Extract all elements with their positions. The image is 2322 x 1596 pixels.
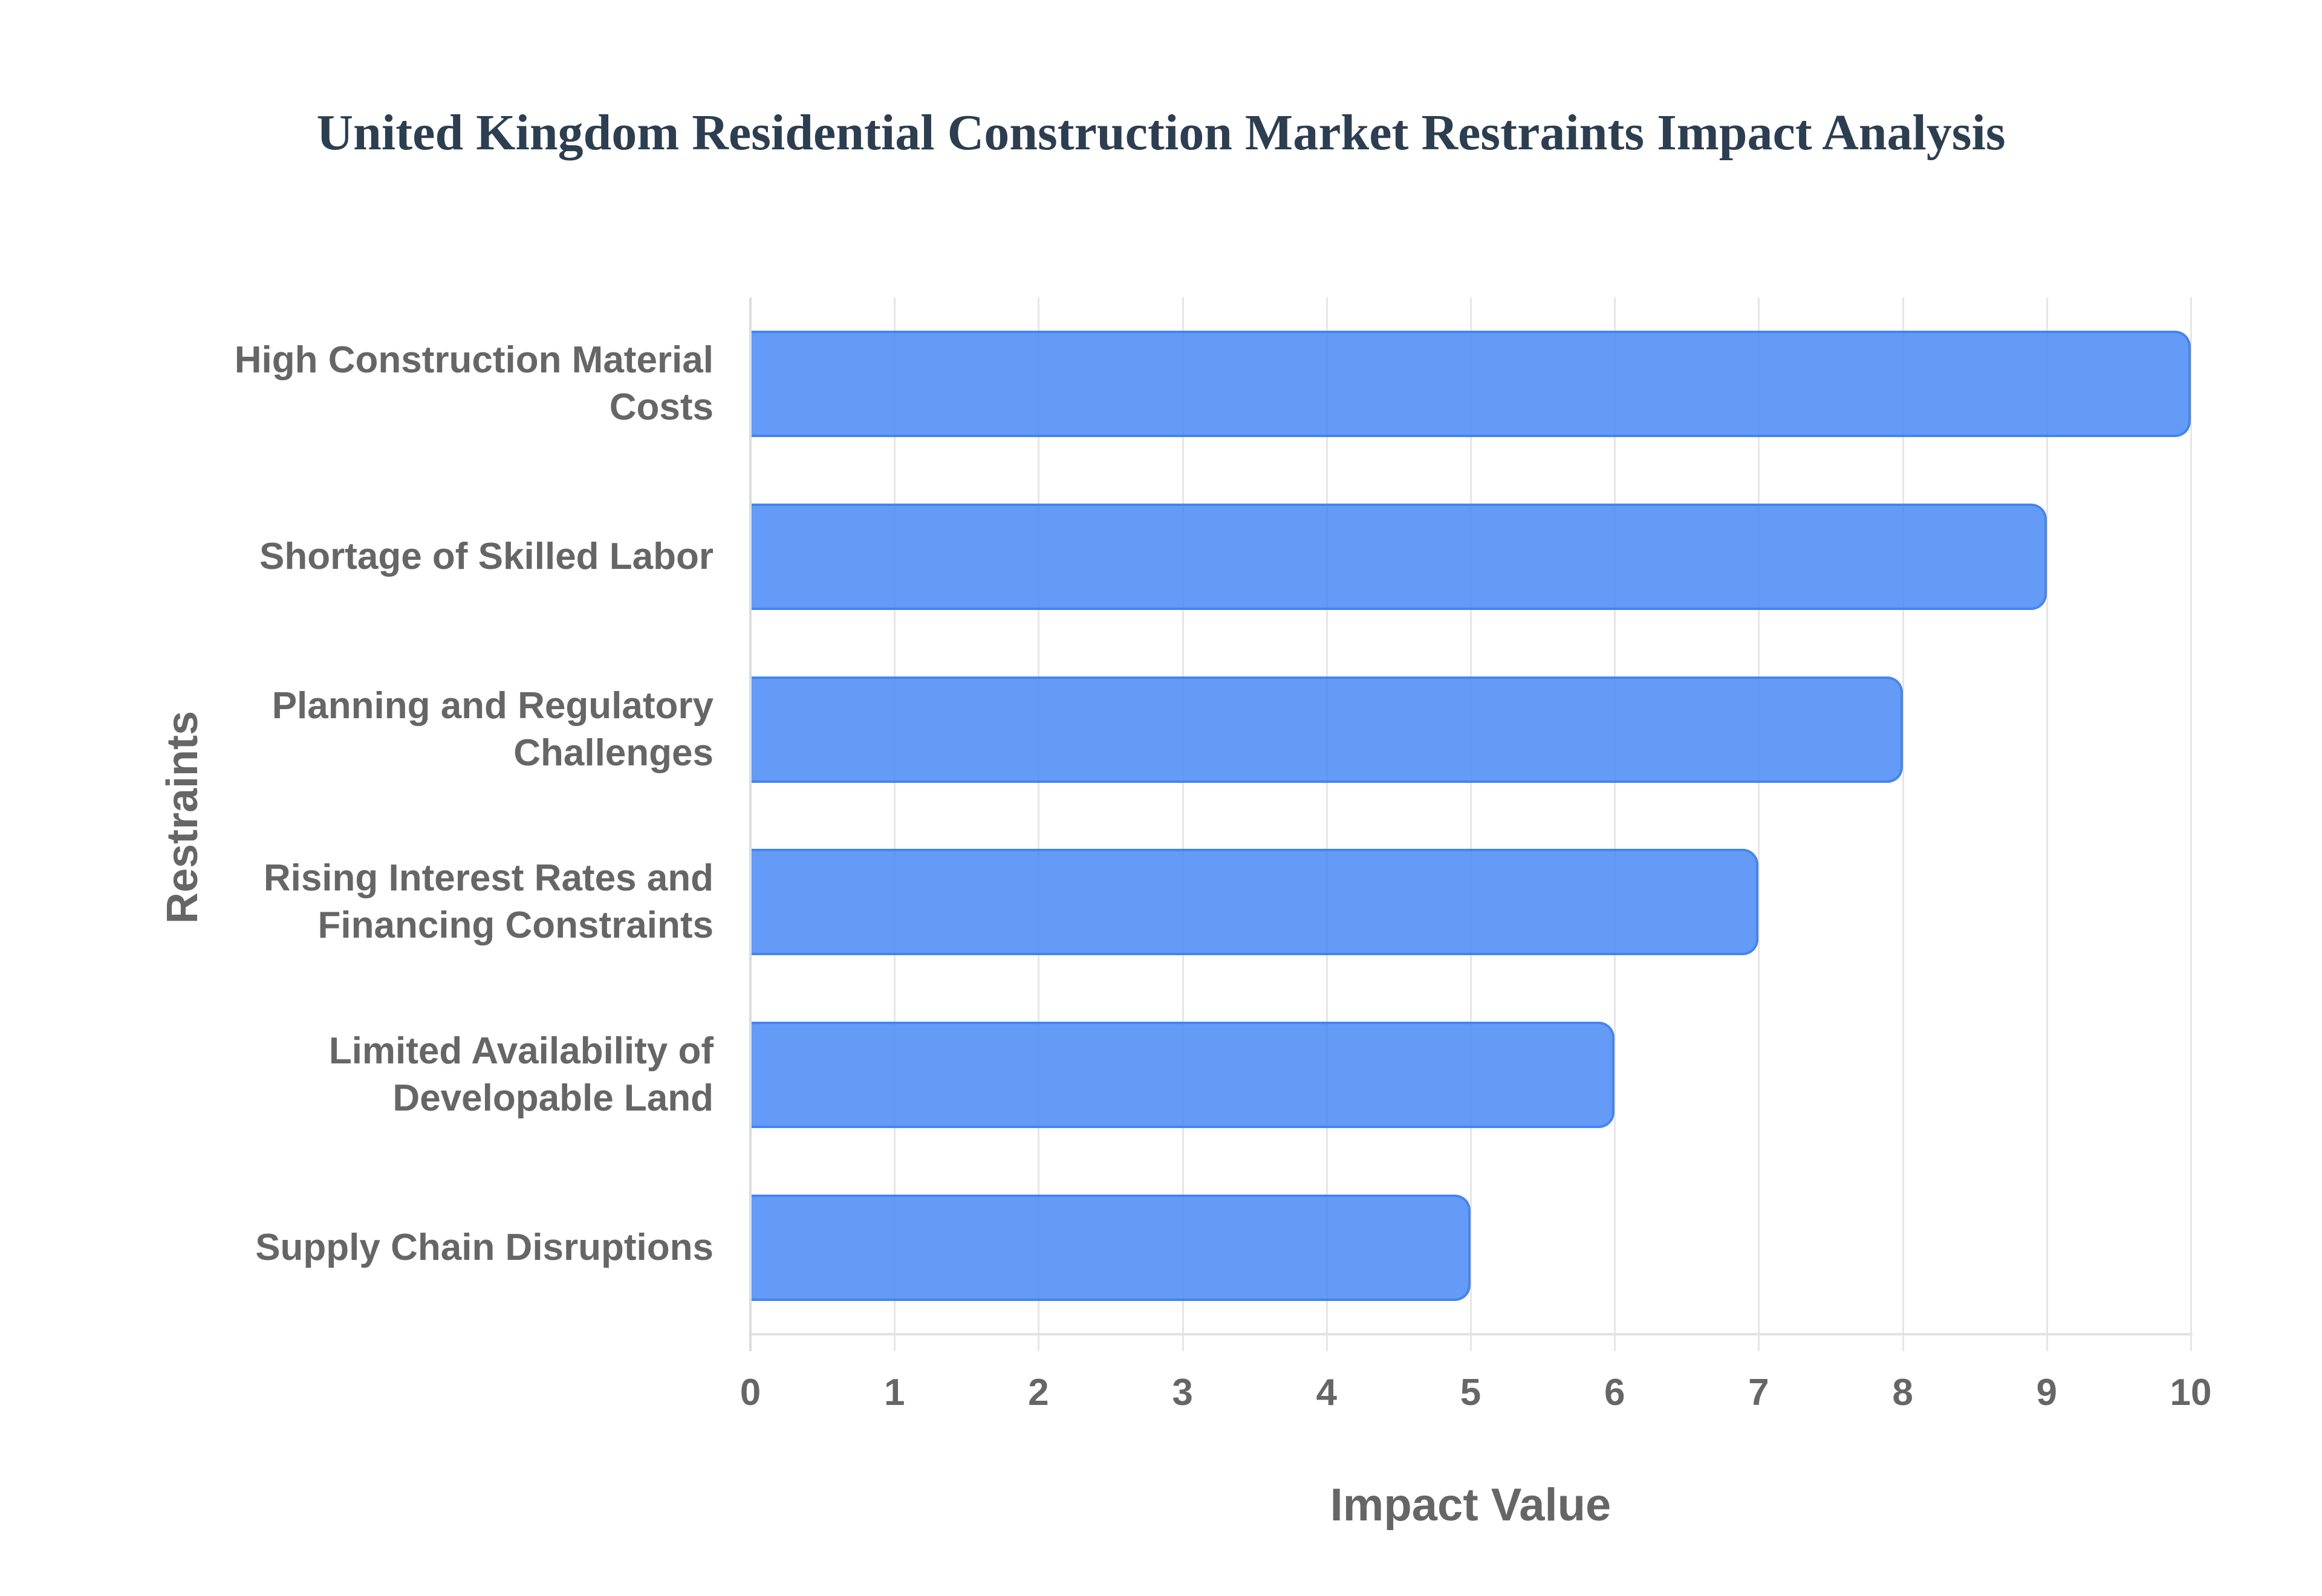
x-axis-tick-label: 0 bbox=[740, 1372, 761, 1413]
x-axis-line bbox=[750, 1333, 2193, 1335]
gridline bbox=[1758, 297, 1760, 1351]
bar[interactable] bbox=[750, 1022, 1615, 1129]
x-axis-title: Impact Value bbox=[1330, 1479, 1611, 1531]
gridline bbox=[1902, 297, 1904, 1351]
x-axis-tick-label: 1 bbox=[883, 1372, 905, 1413]
x-axis-tick-label: 7 bbox=[1748, 1372, 1769, 1413]
x-axis-tick-label: 5 bbox=[1460, 1372, 1481, 1413]
gridline bbox=[1038, 297, 1040, 1351]
gridline bbox=[1182, 297, 1184, 1351]
gridline bbox=[1614, 297, 1616, 1351]
gridline bbox=[2046, 297, 2048, 1351]
y-axis-category-label-line: Limited Availability of bbox=[328, 1030, 714, 1072]
x-axis-tick-label: 9 bbox=[2036, 1372, 2058, 1413]
bar[interactable] bbox=[750, 849, 1759, 956]
y-axis-category-label: Planning and Regulatory Challenges bbox=[169, 669, 714, 790]
x-axis-tick-label: 6 bbox=[1604, 1372, 1625, 1413]
y-axis-category-label-line: High Construction Material bbox=[234, 339, 714, 381]
y-axis-category-label-line: Challenges bbox=[513, 731, 714, 774]
y-axis-category-label: Limited Availability of Developable Land bbox=[169, 1014, 714, 1135]
x-axis-tick-label: 8 bbox=[1892, 1372, 1913, 1413]
gridline bbox=[894, 297, 896, 1351]
bar[interactable] bbox=[750, 330, 2191, 437]
x-axis-tick-label: 10 bbox=[2170, 1372, 2212, 1413]
y-axis-category-label-line: Supply Chain Disruptions bbox=[255, 1226, 714, 1268]
y-axis-category-label-line: Developable Land bbox=[392, 1077, 714, 1120]
y-axis-category-label-line: Rising Interest Rates and bbox=[263, 857, 714, 900]
gridline bbox=[2190, 297, 2192, 1351]
x-axis-tick-label: 4 bbox=[1316, 1372, 1338, 1413]
x-axis-tick-label: 3 bbox=[1172, 1372, 1193, 1413]
y-axis-category-label-line: Financing Constraints bbox=[317, 904, 714, 947]
bar[interactable] bbox=[750, 503, 2047, 610]
bar[interactable] bbox=[750, 676, 1903, 783]
y-axis-category-label: Supply Chain Disruptions bbox=[169, 1187, 714, 1308]
y-axis-category-label: Shortage of Skilled Labor bbox=[169, 496, 714, 617]
y-axis-category-label: High Construction Material Costs bbox=[169, 323, 714, 444]
y-axis-line bbox=[749, 297, 752, 1351]
gridline bbox=[1325, 297, 1328, 1351]
y-axis-category-label-line: Planning and Regulatory bbox=[272, 684, 714, 727]
chart-title: United Kingdom Residential Construction … bbox=[316, 105, 2006, 161]
y-axis-category-label-line: Shortage of Skilled Labor bbox=[259, 535, 714, 577]
x-axis-tick-label: 2 bbox=[1028, 1372, 1049, 1413]
bar[interactable] bbox=[750, 1194, 1471, 1301]
gridline bbox=[1470, 297, 1472, 1351]
plot-area bbox=[750, 297, 2192, 1351]
y-axis-category-label-line: Costs bbox=[609, 386, 714, 428]
y-axis-category-label: Rising Interest Rates and Financing Const… bbox=[169, 842, 714, 962]
